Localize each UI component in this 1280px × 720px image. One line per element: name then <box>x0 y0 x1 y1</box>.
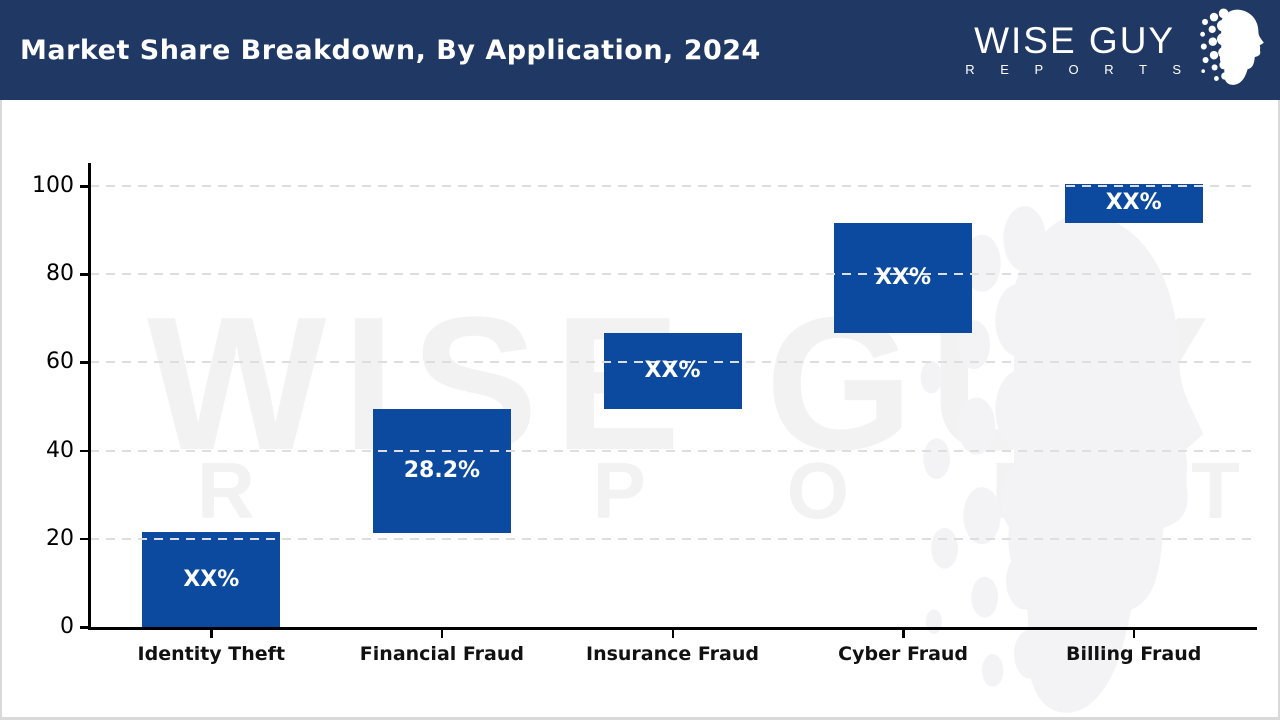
x-axis-category-label: Cyber Fraud <box>838 643 969 665</box>
x-axis-category-label: Identity Theft <box>137 643 286 665</box>
gridline <box>90 361 1255 364</box>
y-axis-tick <box>80 273 89 276</box>
y-axis-tick <box>80 185 89 188</box>
y-axis-spine <box>88 163 91 629</box>
x-axis-tick <box>440 629 444 638</box>
x-axis-tick <box>210 629 213 638</box>
y-axis-tick-label: 20 <box>46 525 74 551</box>
bar <box>1064 183 1203 224</box>
bar-value-label: XX% <box>875 264 932 290</box>
bar <box>834 223 973 333</box>
y-axis-tick-label: 0 <box>60 614 74 639</box>
wiseguy-head-logo-icon <box>1200 8 1264 85</box>
x-axis-spine <box>88 627 1257 630</box>
bar-value-label: 28.2% <box>403 457 481 483</box>
y-axis-tick-label: 60 <box>46 349 74 375</box>
y-axis-tick <box>80 361 89 364</box>
bar <box>603 332 742 410</box>
header-bar: Market Share Breakdown, By Application, … <box>0 0 1280 100</box>
wiseguy-logo-subtitle: R E P O R T S <box>965 62 1192 78</box>
y-axis-tick <box>80 537 89 541</box>
x-axis-category-label: Insurance Fraud <box>586 643 759 665</box>
wiseguy-logo-wordmark: WISE GUY <box>974 19 1176 61</box>
wiseguy-logo-text: WISE GUY R E P O R T S <box>957 19 1192 78</box>
y-axis-tick-label: 80 <box>46 261 74 287</box>
bar-value-label: XX% <box>183 566 240 592</box>
wiseguy-logo: WISE GUY R E P O R T S <box>957 6 1268 92</box>
plot-area: 0 20 40 60 80 100 XX% Identity Theft 28.2% Financ… <box>2 100 1278 717</box>
x-axis-tick <box>1132 629 1136 638</box>
y-axis-tick <box>80 626 89 629</box>
y-axis-tick <box>80 449 89 453</box>
gridline <box>90 449 1255 452</box>
bar <box>142 532 281 627</box>
y-axis-tick-label: 40 <box>46 437 74 463</box>
gridline <box>90 185 1255 187</box>
gridline <box>90 537 1255 540</box>
y-axis-tick-label: 100 <box>32 173 74 198</box>
page-title: Market Share Breakdown, By Application, … <box>20 34 761 66</box>
bar <box>372 408 511 534</box>
x-axis-tick <box>902 629 905 638</box>
x-axis-category-label: Financial Fraud <box>359 643 524 665</box>
x-axis-tick <box>671 629 674 638</box>
bar-value-label: XX% <box>1105 190 1162 216</box>
bar-value-label: XX% <box>644 357 701 383</box>
x-axis-category-label: Billing Fraud <box>1066 643 1202 665</box>
gridline <box>90 273 1255 276</box>
chart-area: WISE GUY R E P O R T S 020406080100XX%Id… <box>0 100 1280 720</box>
